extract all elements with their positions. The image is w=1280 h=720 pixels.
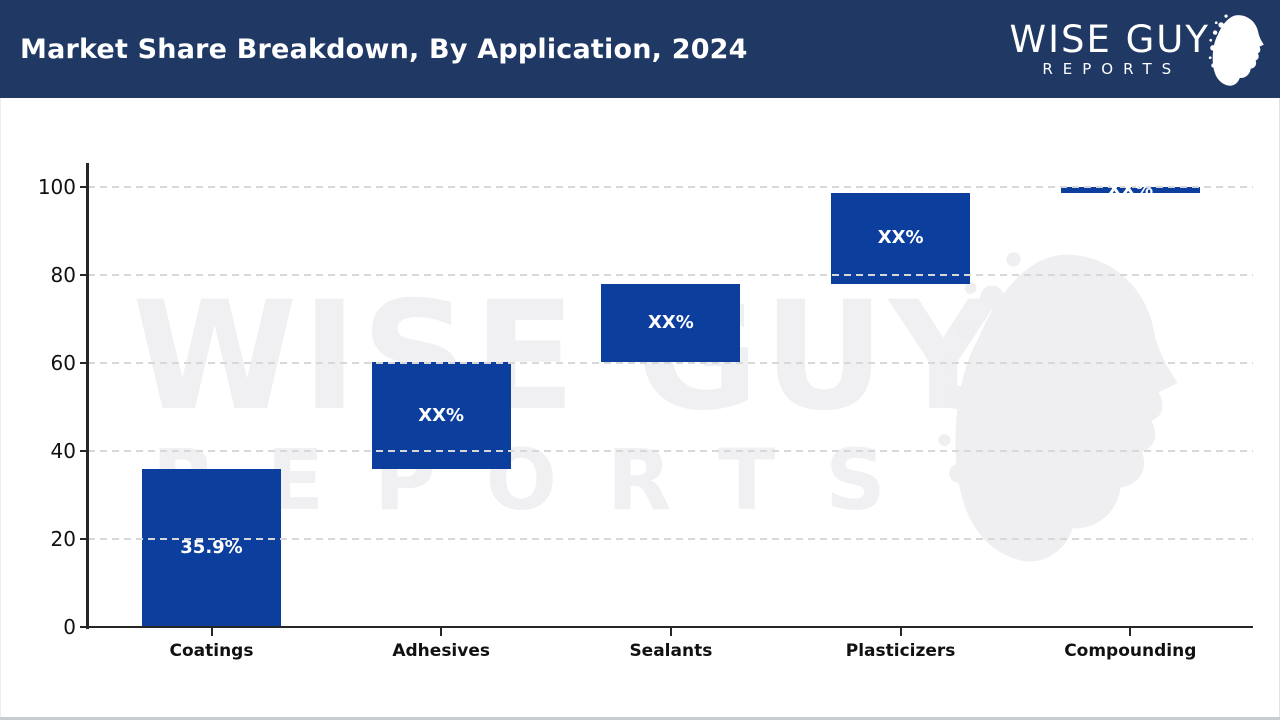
y-axis-tick <box>80 274 88 277</box>
header: Market Share Breakdown, By Application, … <box>0 0 1280 98</box>
y-gridline <box>88 186 1253 189</box>
x-axis-tick <box>210 627 213 636</box>
x-axis-tick <box>899 627 902 636</box>
x-category-label-compounding: Compounding <box>1064 641 1197 661</box>
x-axis-tick <box>440 627 443 636</box>
x-category-label-coatings: Coatings <box>169 641 254 661</box>
y-axis-spine <box>86 163 89 629</box>
x-axis-spine <box>86 625 1253 628</box>
y-axis-tick <box>80 362 88 365</box>
logo-subtext: REPORTS <box>1042 60 1182 78</box>
y-tick-label: 80 <box>50 263 76 288</box>
y-tick-label: 20 <box>50 527 76 552</box>
y-tick-label: 40 <box>50 439 76 464</box>
bar-value-label-coatings: 35.9% <box>180 537 243 559</box>
logo-wordmark-block: WISE GUY REPORTS <box>1010 21 1210 77</box>
bar-value-label-compounding: XX% <box>1107 178 1154 200</box>
logo-wordmark: WISE GUY <box>1009 18 1210 61</box>
bar-coatings <box>142 469 281 627</box>
y-tick-label: 60 <box>50 351 76 376</box>
bar-value-label-adhesives: XX% <box>418 404 465 426</box>
page-title: Market Share Breakdown, By Application, … <box>20 33 748 65</box>
x-category-label-sealants: Sealants <box>629 641 713 661</box>
y-gridline <box>88 274 1253 277</box>
y-axis-tick <box>80 186 88 189</box>
watermark-wordmark: WISE GUY <box>132 270 1002 444</box>
bar-compounding <box>1060 187 1200 193</box>
y-tick-label: 0 <box>63 615 76 639</box>
x-category-label-adhesives: Adhesives <box>392 641 490 661</box>
bar-value-label-plasticizers: XX% <box>877 227 924 249</box>
y-axis-tick <box>80 626 88 628</box>
y-gridline <box>88 362 1253 365</box>
y-tick-label: 100 <box>37 175 76 200</box>
x-category-label-plasticizers: Plasticizers <box>845 641 956 661</box>
logo-face-icon <box>1208 14 1264 86</box>
wiseguy-logo: WISE GUY REPORTS <box>1010 9 1266 89</box>
bar-value-label-sealants: XX% <box>647 312 694 334</box>
y-axis-tick <box>80 538 88 541</box>
bar-sealants <box>601 284 741 363</box>
y-gridline <box>88 450 1253 453</box>
x-axis-tick <box>669 627 672 636</box>
watermark-face-icon <box>938 252 1178 562</box>
y-axis-tick <box>80 450 88 453</box>
x-axis-tick <box>1129 627 1132 636</box>
y-gridline <box>88 538 1253 541</box>
bar-plasticizers <box>831 192 971 285</box>
